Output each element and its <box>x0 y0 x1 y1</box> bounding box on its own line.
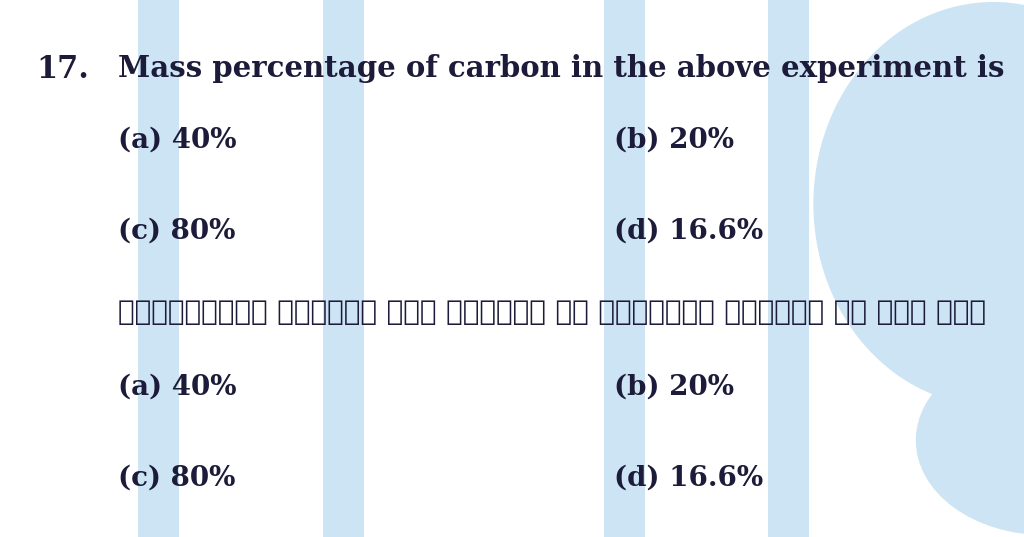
Text: उपर्युक्त प्रयोग में कार्बन की प्रतिशत मात्रा का मान हैं: उपर्युक्त प्रयोग में कार्बन की प्रतिशत म… <box>118 298 986 326</box>
Text: (a) 40%: (a) 40% <box>118 126 237 153</box>
Bar <box>768 0 809 537</box>
Text: (b) 20%: (b) 20% <box>614 126 734 153</box>
Bar <box>138 0 179 537</box>
Text: (d) 16.6%: (d) 16.6% <box>614 217 764 244</box>
Text: Mass percentage of carbon in the above experiment is: Mass percentage of carbon in the above e… <box>118 54 1005 83</box>
Text: (a) 40%: (a) 40% <box>118 373 237 400</box>
Bar <box>323 0 364 537</box>
Text: (d) 16.6%: (d) 16.6% <box>614 465 764 491</box>
Ellipse shape <box>814 3 1024 405</box>
Bar <box>604 0 645 537</box>
Text: 17.: 17. <box>36 54 89 85</box>
Text: (b) 20%: (b) 20% <box>614 373 734 400</box>
Text: (c) 80%: (c) 80% <box>118 465 236 491</box>
Ellipse shape <box>916 346 1024 534</box>
Text: (c) 80%: (c) 80% <box>118 217 236 244</box>
